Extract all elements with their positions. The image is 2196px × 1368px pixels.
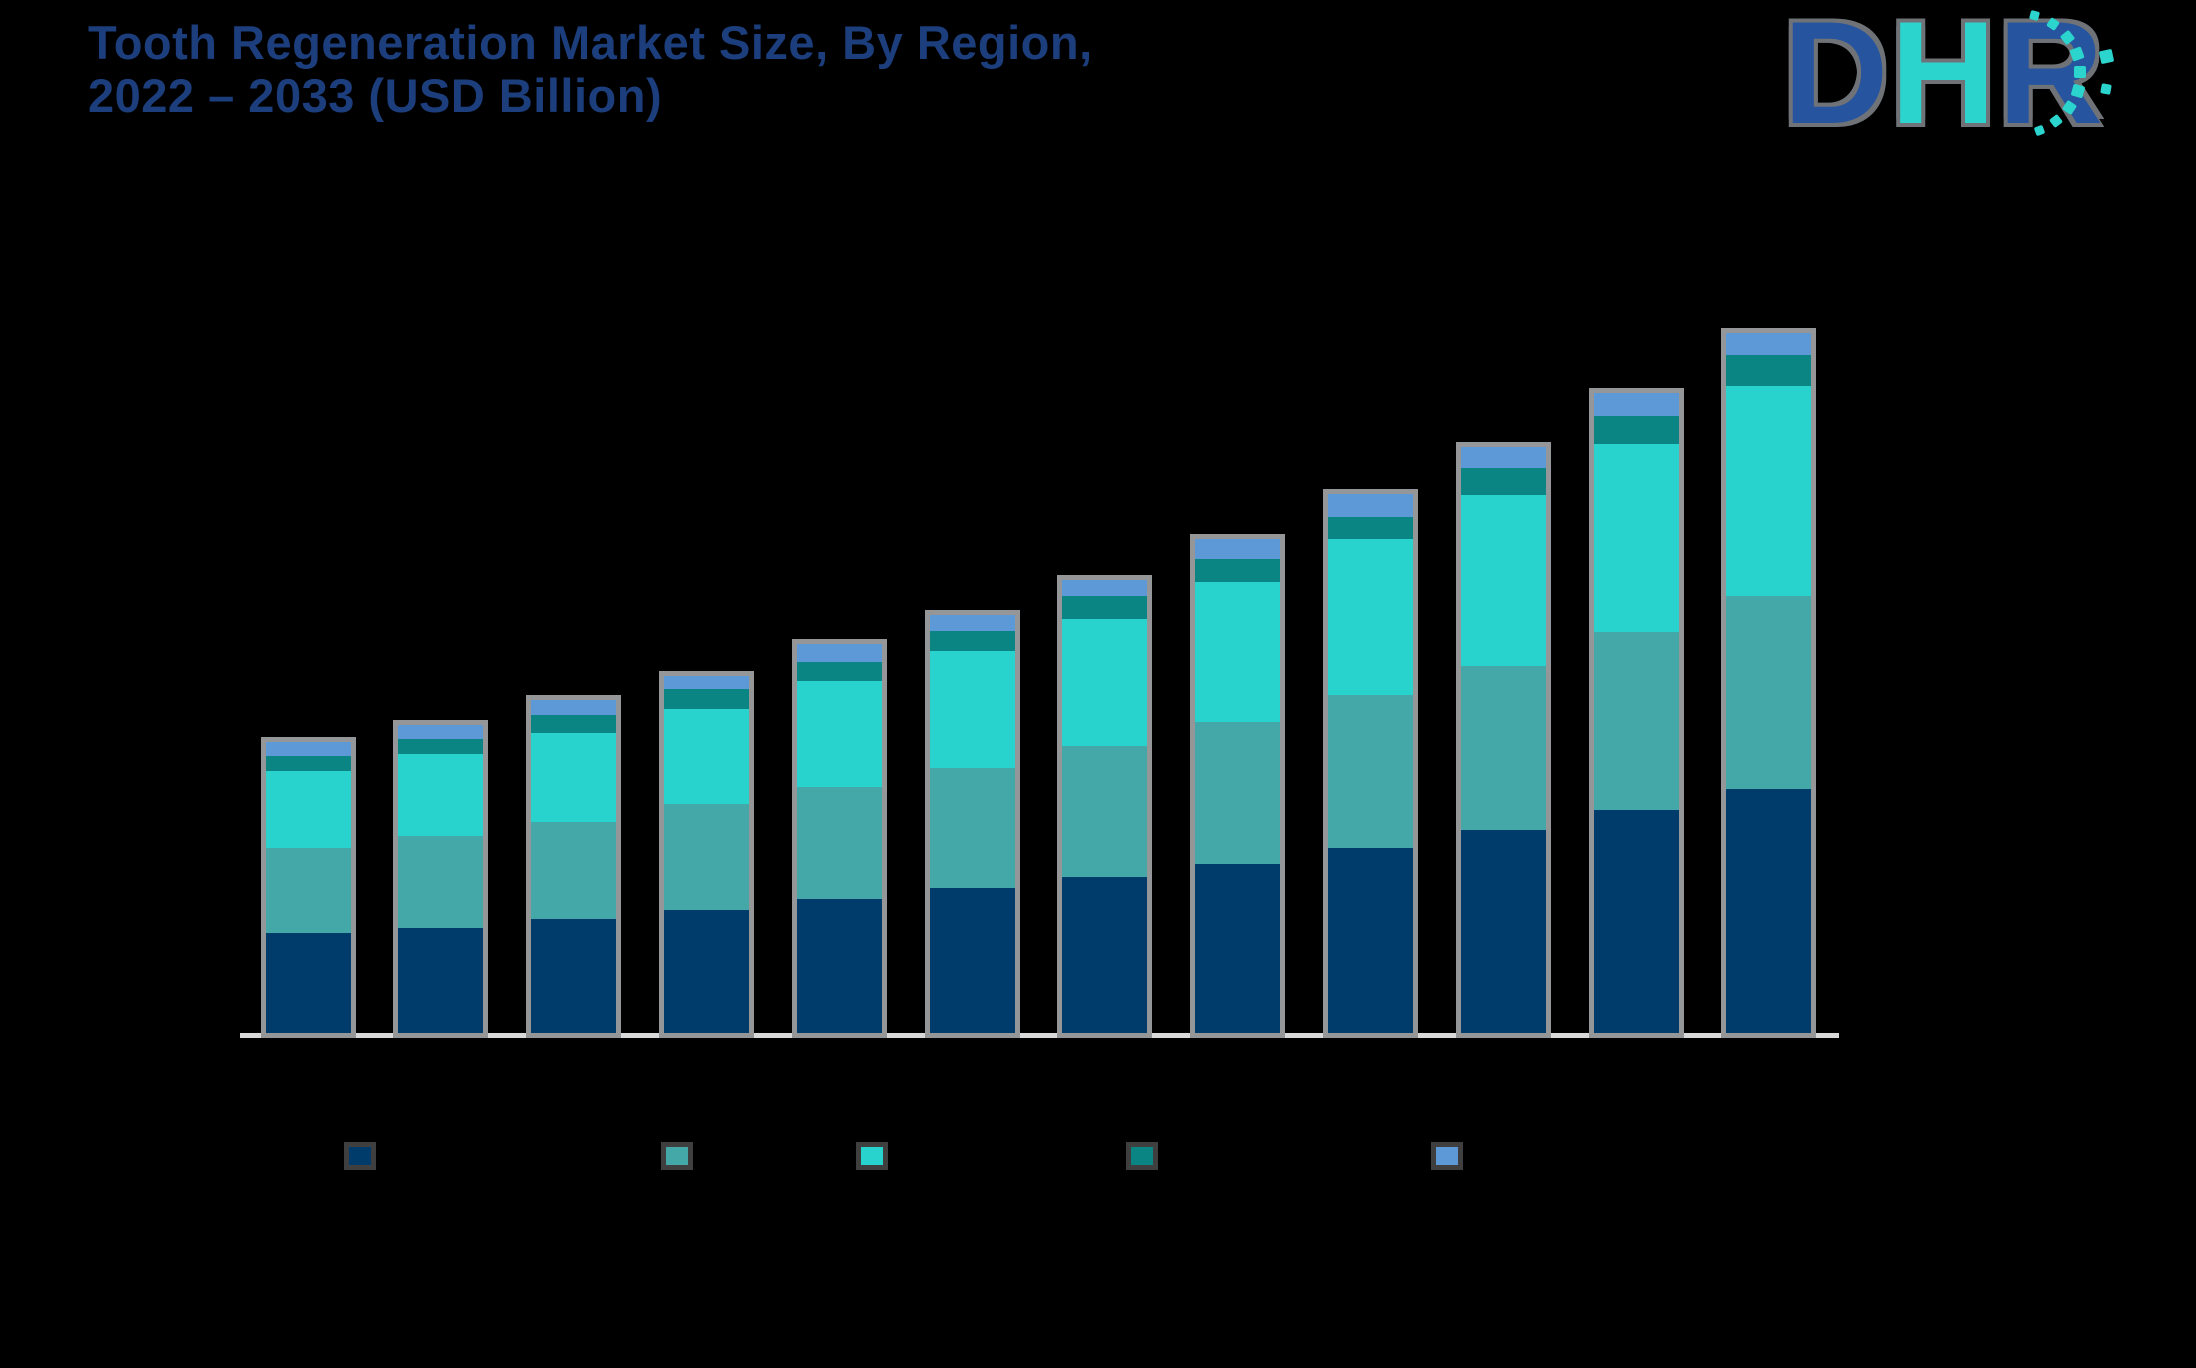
logo-letter-h: H	[1890, 0, 1998, 154]
x-axis-line	[240, 1033, 1839, 1038]
bar-2025-segment-5	[664, 676, 749, 689]
bar-2026-segment-4	[797, 662, 882, 681]
bar-2023-segment-4	[398, 739, 483, 754]
bar-2026-segment-2	[797, 787, 882, 899]
bar-2029	[1190, 534, 1285, 1038]
bar-2026-segment-3	[797, 681, 882, 787]
bar-2028-segment-5	[1062, 580, 1147, 596]
bar-2025-segment-2	[664, 804, 749, 910]
bar-2033-segment-5	[1726, 333, 1811, 355]
bar-2028-segment-1	[1062, 877, 1147, 1033]
bar-2024-segment-1	[531, 919, 616, 1033]
legend-swatch-1	[344, 1142, 376, 1170]
bar-2024-segment-2	[531, 822, 616, 919]
bar-2031-segment-5	[1461, 447, 1546, 468]
bar-2024	[526, 695, 621, 1038]
bar-2033	[1721, 328, 1816, 1038]
bar-2031	[1456, 442, 1551, 1038]
bar-2029-segment-4	[1195, 559, 1280, 582]
bar-2025-segment-1	[664, 910, 749, 1033]
legend-item-4	[1126, 1142, 1170, 1170]
bar-2028-segment-2	[1062, 746, 1147, 877]
bar-2030-segment-5	[1328, 494, 1413, 517]
bar-2024-segment-4	[531, 715, 616, 733]
bar-2022-segment-2	[266, 848, 351, 933]
bar-2030-segment-1	[1328, 848, 1413, 1033]
legend-item-5	[1431, 1142, 1475, 1170]
bar-2032-segment-1	[1594, 810, 1679, 1033]
bar-2031-segment-3	[1461, 495, 1546, 666]
bar-2029-segment-5	[1195, 539, 1280, 559]
bar-2026-segment-1	[797, 899, 882, 1033]
bar-2022-segment-3	[266, 771, 351, 848]
bar-2026	[792, 639, 887, 1038]
legend-swatch-5	[1431, 1142, 1463, 1170]
bar-2027-segment-1	[930, 888, 1015, 1033]
bar-2033-segment-2	[1726, 596, 1811, 789]
chart-title-line1: Tooth Regeneration Market Size, By Regio…	[88, 16, 1093, 69]
bar-2030-segment-3	[1328, 539, 1413, 695]
chart-title: Tooth Regeneration Market Size, By Regio…	[88, 16, 1093, 122]
logo-letter-d: D	[1783, 0, 1891, 154]
bar-2032-segment-5	[1594, 393, 1679, 416]
bar-2022-segment-1	[266, 933, 351, 1033]
bar-2025-segment-3	[664, 709, 749, 804]
bar-2033-segment-3	[1726, 386, 1811, 596]
bar-2032	[1589, 388, 1684, 1038]
legend-swatch-2	[661, 1142, 693, 1170]
bar-2027-segment-2	[930, 768, 1015, 888]
bar-2027	[925, 610, 1020, 1038]
bar-2029-segment-1	[1195, 864, 1280, 1033]
logo-dots-arc-icon	[2029, 10, 2114, 136]
bar-2028	[1057, 575, 1152, 1038]
bar-2025	[659, 671, 754, 1038]
bar-2022	[261, 737, 356, 1038]
bar-2033-segment-4	[1726, 355, 1811, 386]
bar-2032-segment-4	[1594, 416, 1679, 444]
bar-2023-segment-1	[398, 928, 483, 1033]
bar-2024-segment-3	[531, 733, 616, 822]
bar-2024-segment-5	[531, 700, 616, 715]
bar-2032-segment-2	[1594, 632, 1679, 810]
bar-2028-segment-4	[1062, 596, 1147, 619]
bar-2028-segment-3	[1062, 619, 1147, 746]
bar-2030	[1323, 489, 1418, 1038]
legend-swatch-4	[1126, 1142, 1158, 1170]
bar-2032-segment-3	[1594, 444, 1679, 632]
bar-2026-segment-5	[797, 644, 882, 662]
bar-2023-segment-5	[398, 725, 483, 739]
bar-2030-segment-2	[1328, 695, 1413, 848]
bar-2030-segment-4	[1328, 517, 1413, 539]
bar-2023-segment-2	[398, 836, 483, 928]
legend-item-1	[344, 1142, 388, 1170]
legend-item-2	[661, 1142, 705, 1170]
bar-2022-segment-4	[266, 756, 351, 771]
bar-2029-segment-3	[1195, 582, 1280, 722]
bar-2022-segment-5	[266, 742, 351, 756]
legend-item-3	[856, 1142, 900, 1170]
bar-2031-segment-2	[1461, 666, 1546, 830]
bar-2025-segment-4	[664, 689, 749, 709]
bar-2031-segment-4	[1461, 468, 1546, 495]
bar-2031-segment-1	[1461, 830, 1546, 1033]
bar-2033-segment-1	[1726, 789, 1811, 1033]
bar-2023	[393, 720, 488, 1038]
chart-title-line2: 2022 – 2033 (USD Billion)	[88, 69, 663, 122]
bar-2027-segment-3	[930, 651, 1015, 768]
bar-2027-segment-5	[930, 615, 1015, 631]
bar-2027-segment-4	[930, 631, 1015, 651]
bar-2023-segment-3	[398, 754, 483, 836]
bar-2029-segment-2	[1195, 722, 1280, 864]
legend-swatch-3	[856, 1142, 888, 1170]
